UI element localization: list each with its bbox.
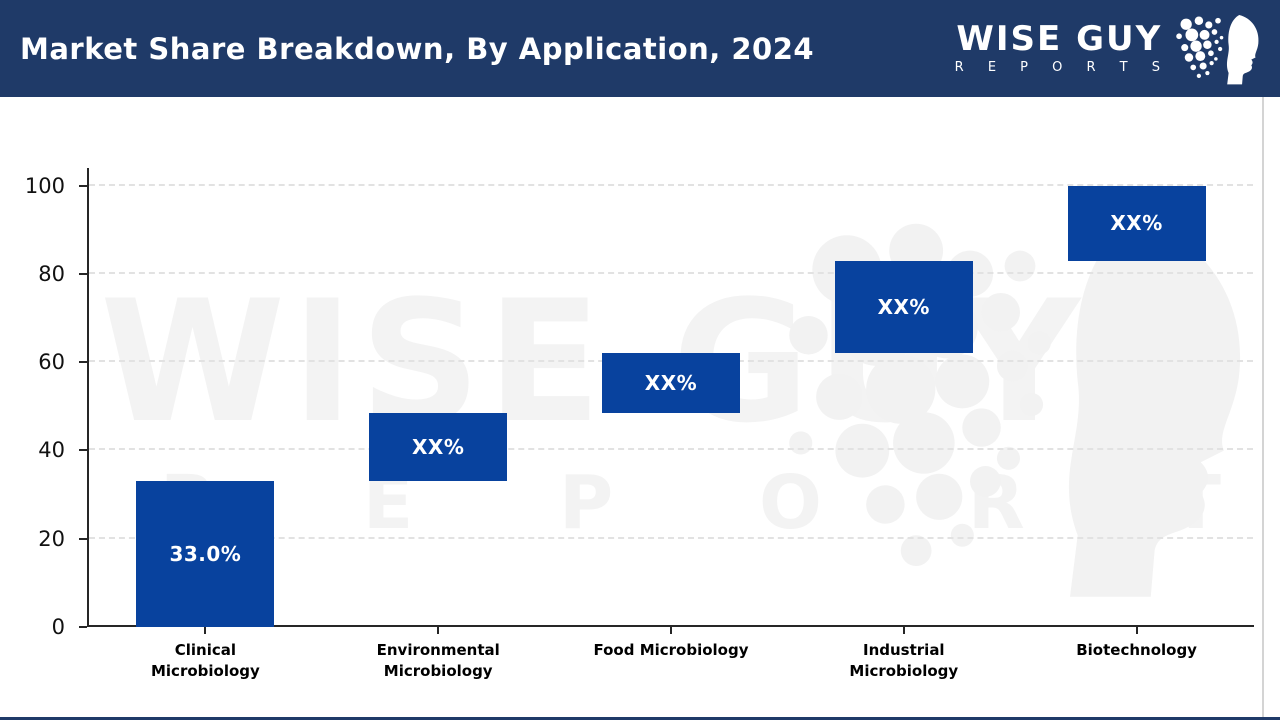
bar: XX%: [834, 260, 973, 354]
x-tick-mark: [902, 627, 905, 634]
logo-wordmark: WISE GUY R E P O R T S: [949, 22, 1170, 75]
y-axis-labels: 0 20 40 60 80 100: [0, 168, 81, 639]
y-tick-label: 60: [38, 350, 65, 375]
gridline: [89, 448, 1253, 451]
y-tick-label: 100: [24, 173, 65, 198]
y-tick-label: 20: [38, 526, 65, 551]
y-tick-label: 80: [38, 261, 65, 286]
brand-logo: WISE GUY R E P O R T S: [949, 12, 1264, 86]
y-tick-mark: [79, 537, 87, 540]
bar-value-label: XX%: [1110, 211, 1163, 236]
footer-bar: [0, 717, 1280, 720]
bar: XX%: [602, 353, 740, 413]
bar-value-label: XX%: [877, 295, 930, 320]
x-tick-mark: [670, 627, 672, 634]
x-tick-mark: [1135, 627, 1138, 634]
logo-face-icon: [1176, 14, 1259, 84]
x-axis-line: [87, 625, 1254, 627]
x-tick-label: Clinical Microbiology: [150, 641, 260, 680]
bar: 33.0%: [136, 481, 275, 627]
bar-value-label: XX%: [411, 435, 465, 460]
y-tick-label: 0: [51, 615, 65, 639]
x-tick-mark: [437, 627, 440, 634]
x-tick-label: Biotechnology: [1076, 641, 1197, 659]
x-tick-label: Food Microbiology: [593, 641, 749, 659]
bar-value-label: XX%: [644, 371, 698, 396]
logo-wordmark-line1: WISE GUY: [956, 19, 1163, 59]
header: Market Share Breakdown, By Application, …: [0, 0, 1280, 97]
y-tick-mark: [79, 272, 87, 275]
y-tick-mark: [79, 449, 87, 452]
x-tick-mark: [204, 627, 207, 634]
logo-wordmark-line2: R E P O R T S: [954, 60, 1170, 75]
chart-title: Market Share Breakdown, By Application, …: [20, 31, 815, 66]
bar: XX%: [1067, 185, 1206, 261]
right-edge-line: [1262, 97, 1264, 717]
gridline: [89, 183, 1253, 186]
plot-area: 33.0% XX% XX% XX% XX%: [89, 168, 1253, 627]
y-tick-mark: [79, 361, 87, 364]
gridline: [89, 271, 1253, 274]
bar: XX%: [369, 412, 508, 482]
bar-value-label: 33.0%: [169, 542, 242, 567]
y-tick-label: 40: [38, 438, 65, 463]
gridline: [89, 536, 1253, 539]
y-axis-line: [87, 168, 89, 627]
y-tick-mark: [79, 184, 87, 187]
x-tick-label: Industrial Microbiology: [849, 641, 959, 680]
x-tick-label: Environmental Microbiology: [376, 641, 500, 680]
y-tick-mark: [79, 626, 87, 628]
